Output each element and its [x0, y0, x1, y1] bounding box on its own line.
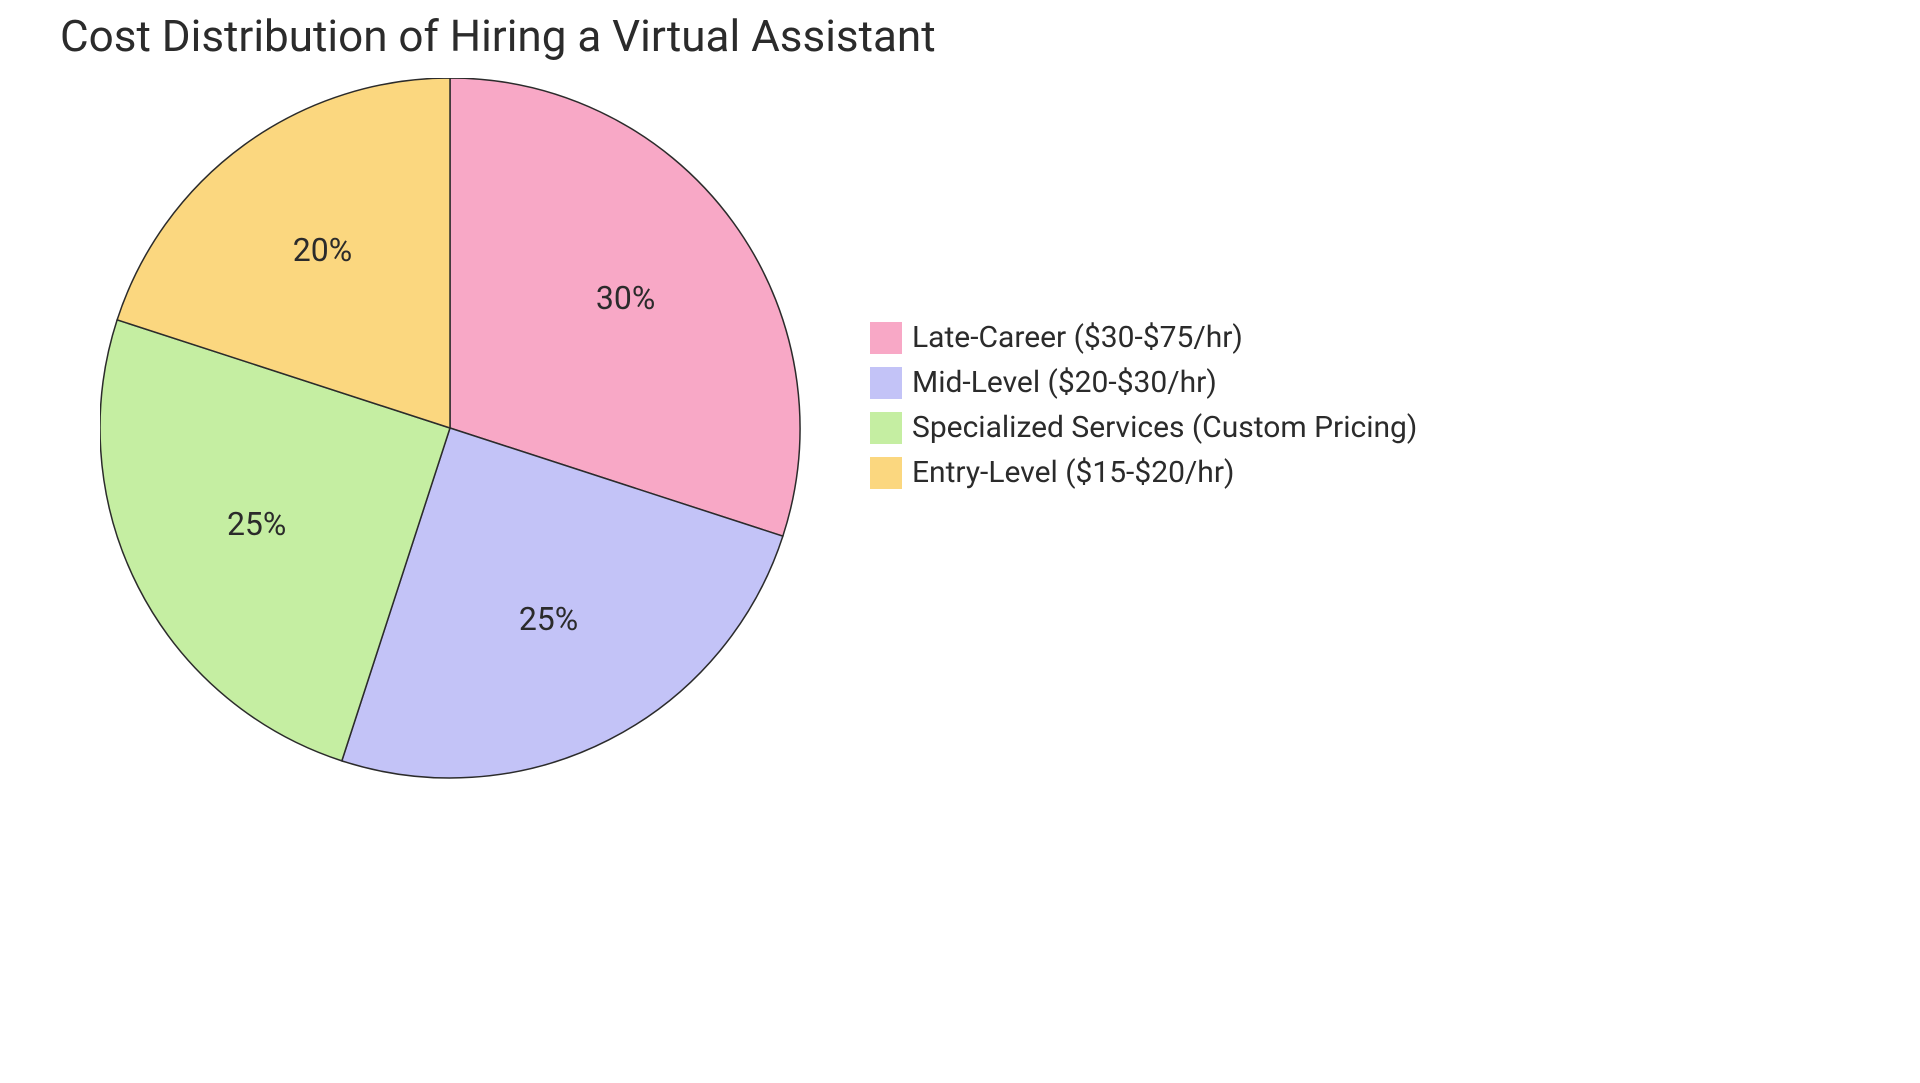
- chart-title: Cost Distribution of Hiring a Virtual As…: [60, 10, 936, 62]
- pie-svg: 30% 25% 25% 20%: [100, 78, 820, 798]
- legend-item: Late-Career ($30-$75/hr): [870, 320, 1417, 355]
- legend-label: Entry-Level ($15-$20/hr): [912, 455, 1234, 490]
- slice-percent-label: 30%: [596, 279, 655, 317]
- legend-item: Mid-Level ($20-$30/hr): [870, 365, 1417, 400]
- chart-container: Cost Distribution of Hiring a Virtual As…: [0, 0, 1920, 1083]
- legend-label: Specialized Services (Custom Pricing): [912, 410, 1417, 445]
- legend-swatch: [870, 457, 902, 489]
- legend-swatch: [870, 322, 902, 354]
- pie-chart: 30% 25% 25% 20%: [100, 78, 820, 802]
- legend-label: Mid-Level ($20-$30/hr): [912, 365, 1217, 400]
- slice-percent-label: 25%: [227, 505, 286, 543]
- legend: Late-Career ($30-$75/hr) Mid-Level ($20-$…: [870, 320, 1417, 490]
- legend-item: Specialized Services (Custom Pricing): [870, 410, 1417, 445]
- slice-percent-label: 25%: [519, 600, 578, 638]
- slice-percent-label: 20%: [293, 231, 352, 269]
- legend-item: Entry-Level ($15-$20/hr): [870, 455, 1417, 490]
- legend-swatch: [870, 367, 902, 399]
- legend-label: Late-Career ($30-$75/hr): [912, 320, 1243, 355]
- legend-swatch: [870, 412, 902, 444]
